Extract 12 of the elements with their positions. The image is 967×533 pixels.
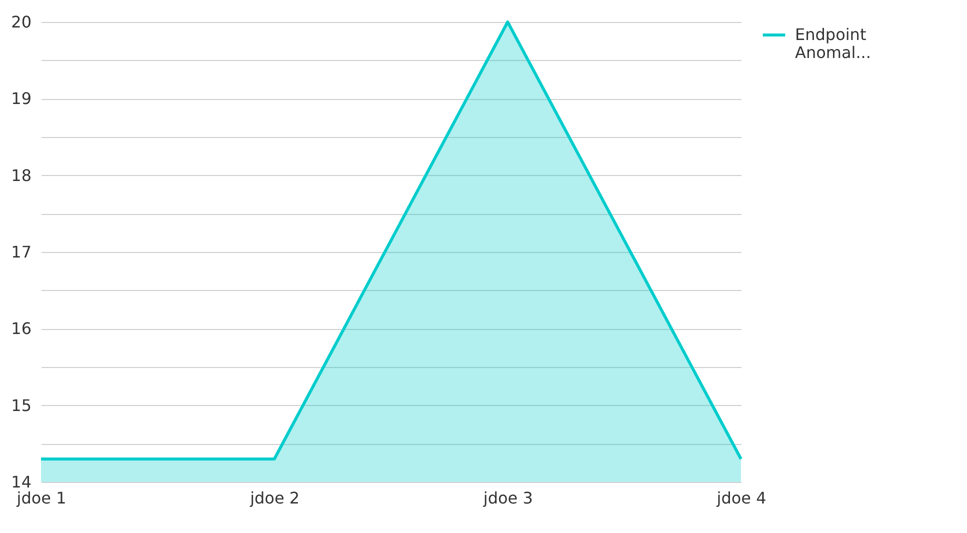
x-tick-label: jdoe 2: [249, 488, 300, 508]
y-tick-label: 18: [11, 166, 32, 185]
legend-label: Endpoint Anomal...: [795, 25, 871, 62]
y-tick-label: 16: [11, 319, 32, 338]
y-tick-label: 14: [11, 472, 32, 492]
x-tick-label: jdoe 3: [482, 488, 533, 508]
y-tick-label: 15: [11, 396, 32, 415]
y-tick-label: 17: [11, 242, 32, 262]
y-tick-label: 19: [11, 89, 32, 108]
x-tick-label: jdoe 4: [716, 488, 766, 508]
x-tick-label: jdoe 1: [16, 488, 66, 508]
y-tick-label: 20: [11, 12, 32, 32]
